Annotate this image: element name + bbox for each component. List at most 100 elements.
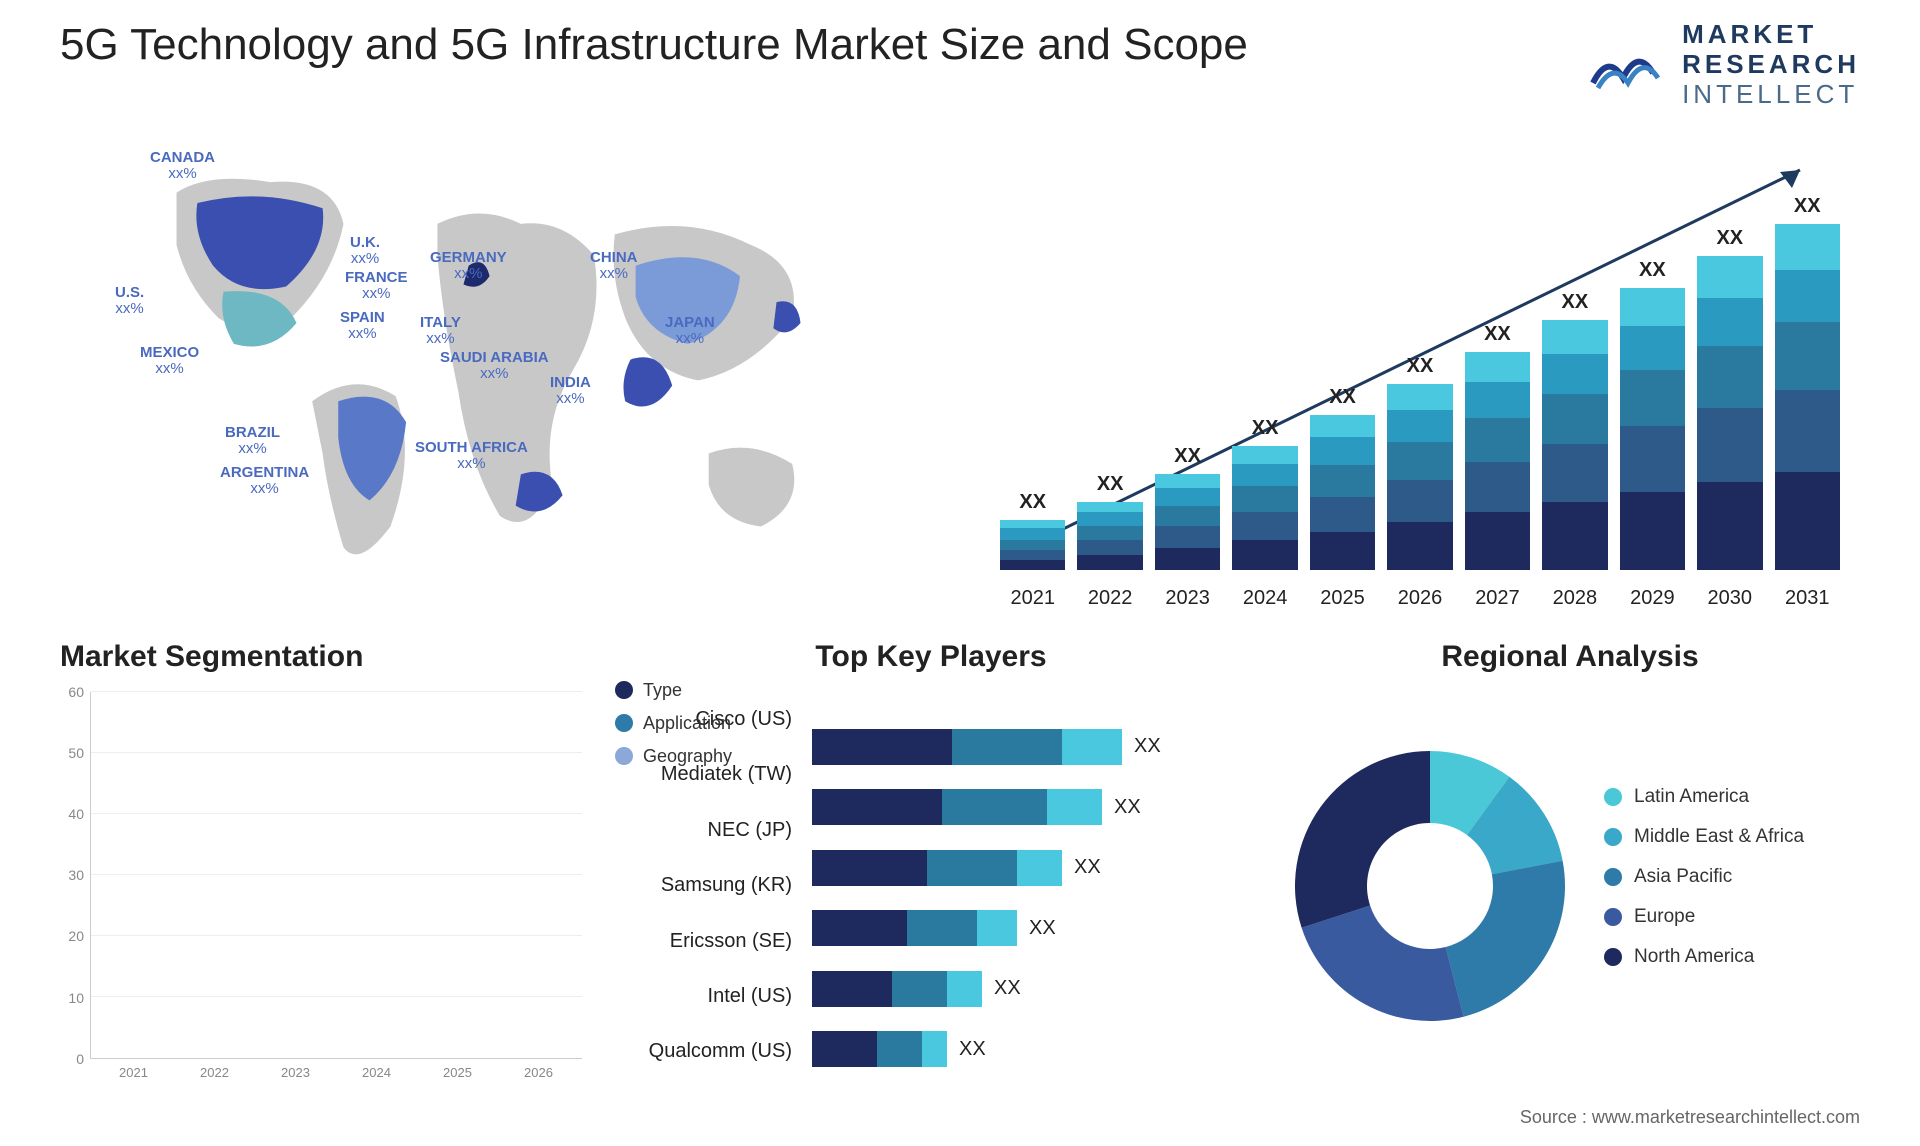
xaxis-label: 2030 bbox=[1697, 587, 1762, 610]
bar-segment bbox=[1232, 486, 1297, 512]
kp-bar-segment bbox=[1047, 789, 1102, 825]
bar-segment bbox=[1232, 464, 1297, 486]
logo-wave-icon bbox=[1588, 33, 1668, 97]
segmentation-legend: TypeApplicationGeography bbox=[615, 680, 732, 779]
map-label: U.S.xx% bbox=[115, 285, 144, 318]
legend-item: Middle East & Africa bbox=[1604, 826, 1804, 848]
legend-dot-icon bbox=[615, 714, 633, 732]
bar-segment bbox=[1697, 346, 1762, 408]
kp-value-label: XX bbox=[1114, 796, 1141, 819]
kp-bar-segment bbox=[977, 910, 1017, 946]
bar-value-label: XX bbox=[1174, 445, 1201, 468]
kp-row-label: Samsung (KR) bbox=[612, 874, 792, 897]
kp-bar-segment bbox=[812, 971, 892, 1007]
bar-segment bbox=[1775, 322, 1840, 390]
bar-column: XX bbox=[1387, 355, 1452, 570]
kp-value-label: XX bbox=[994, 977, 1021, 1000]
kp-bar-segment bbox=[907, 910, 977, 946]
donut-icon bbox=[1280, 736, 1580, 1036]
map-label: FRANCExx% bbox=[345, 270, 408, 303]
row-bottom: Market Segmentation 0102030405060 202120… bbox=[60, 640, 1860, 1080]
map-label: SOUTH AFRICAxx% bbox=[415, 440, 528, 473]
kp-bar-segment bbox=[892, 971, 947, 1007]
seg-xaxis-label: 2023 bbox=[260, 1065, 331, 1080]
bar-value-label: XX bbox=[1484, 323, 1511, 346]
bar-segment bbox=[1232, 446, 1297, 464]
bar-column: XX bbox=[1077, 473, 1142, 570]
segmentation-panel: Market Segmentation 0102030405060 202120… bbox=[60, 640, 582, 1080]
bar-segment bbox=[1155, 548, 1220, 570]
bar-segment bbox=[1542, 394, 1607, 444]
legend-dot-icon bbox=[1604, 788, 1622, 806]
bar-segment bbox=[1465, 352, 1530, 382]
kp-bar-segment bbox=[812, 910, 907, 946]
donut-slice bbox=[1446, 860, 1565, 1016]
world-map-panel: CANADAxx%U.S.xx%MEXICOxx%BRAZILxx%ARGENT… bbox=[60, 130, 940, 610]
bar-segment bbox=[1387, 442, 1452, 480]
key-players-title: Top Key Players bbox=[612, 640, 1250, 674]
map-label: SAUDI ARABIAxx% bbox=[440, 350, 549, 383]
yaxis-tick: 40 bbox=[68, 806, 84, 822]
map-label: CANADAxx% bbox=[150, 150, 215, 183]
bar-segment bbox=[1000, 540, 1065, 550]
bar-segment bbox=[1310, 532, 1375, 570]
legend-label: Type bbox=[643, 680, 682, 701]
bar-segment bbox=[1077, 540, 1142, 555]
legend-item: Asia Pacific bbox=[1604, 866, 1804, 888]
yaxis-tick: 50 bbox=[68, 745, 84, 761]
gridline bbox=[91, 813, 582, 814]
xaxis-label: 2031 bbox=[1775, 587, 1840, 610]
bar-column: XX bbox=[1697, 227, 1762, 570]
yaxis-tick: 0 bbox=[76, 1051, 84, 1067]
map-label: GERMANYxx% bbox=[430, 250, 507, 283]
map-label: SPAINxx% bbox=[340, 310, 385, 343]
kp-bar-segment bbox=[812, 789, 942, 825]
bar-column: XX bbox=[1155, 445, 1220, 570]
bar-segment bbox=[1077, 526, 1142, 540]
legend-label: Asia Pacific bbox=[1634, 866, 1732, 888]
segmentation-chart: 0102030405060 bbox=[60, 692, 582, 1059]
xaxis-label: 2026 bbox=[1387, 587, 1452, 610]
bar-segment bbox=[1775, 270, 1840, 322]
seg-xaxis-label: 2025 bbox=[422, 1065, 493, 1080]
bar-segment bbox=[1000, 550, 1065, 560]
bar-value-label: XX bbox=[1562, 291, 1589, 314]
kp-bar-row: XX bbox=[812, 850, 1250, 886]
bar-segment bbox=[1155, 526, 1220, 548]
kp-row-label: Ericsson (SE) bbox=[612, 930, 792, 953]
segmentation-xaxis: 202120222023202420252026 bbox=[90, 1065, 582, 1080]
bar-segment bbox=[1232, 540, 1297, 570]
legend-item: Geography bbox=[615, 746, 732, 767]
bar-segment bbox=[1542, 444, 1607, 502]
bar-segment bbox=[1465, 512, 1530, 570]
map-label: CHINAxx% bbox=[590, 250, 638, 283]
map-label: JAPANxx% bbox=[665, 315, 715, 348]
bar-segment bbox=[1620, 326, 1685, 370]
logo-text: MARKET RESEARCH INTELLECT bbox=[1682, 20, 1860, 110]
seg-xaxis-label: 2024 bbox=[341, 1065, 412, 1080]
bar-segment bbox=[1387, 384, 1452, 410]
map-label: ITALYxx% bbox=[420, 315, 461, 348]
bar-segment bbox=[1465, 382, 1530, 418]
regional-legend: Latin AmericaMiddle East & AfricaAsia Pa… bbox=[1604, 786, 1804, 986]
bar-segment bbox=[1620, 426, 1685, 492]
bar-column: XX bbox=[1232, 417, 1297, 570]
header: 5G Technology and 5G Infrastructure Mark… bbox=[60, 20, 1860, 110]
bar-segment bbox=[1775, 472, 1840, 570]
xaxis-label: 2024 bbox=[1232, 587, 1297, 610]
legend-dot-icon bbox=[1604, 868, 1622, 886]
bar-segment bbox=[1310, 465, 1375, 497]
bar-segment bbox=[1387, 410, 1452, 442]
kp-value-label: XX bbox=[1134, 735, 1161, 758]
kp-bar-segment bbox=[1062, 729, 1122, 765]
kp-bar-segment bbox=[927, 850, 1017, 886]
legend-item: Europe bbox=[1604, 906, 1804, 928]
bar-segment bbox=[1077, 502, 1142, 512]
seg-xaxis-label: 2021 bbox=[98, 1065, 169, 1080]
legend-label: Middle East & Africa bbox=[1634, 826, 1804, 848]
bar-segment bbox=[1000, 528, 1065, 540]
xaxis-label: 2028 bbox=[1542, 587, 1607, 610]
xaxis-label: 2027 bbox=[1465, 587, 1530, 610]
bar-segment bbox=[1542, 502, 1607, 570]
donut-slice bbox=[1302, 905, 1464, 1021]
